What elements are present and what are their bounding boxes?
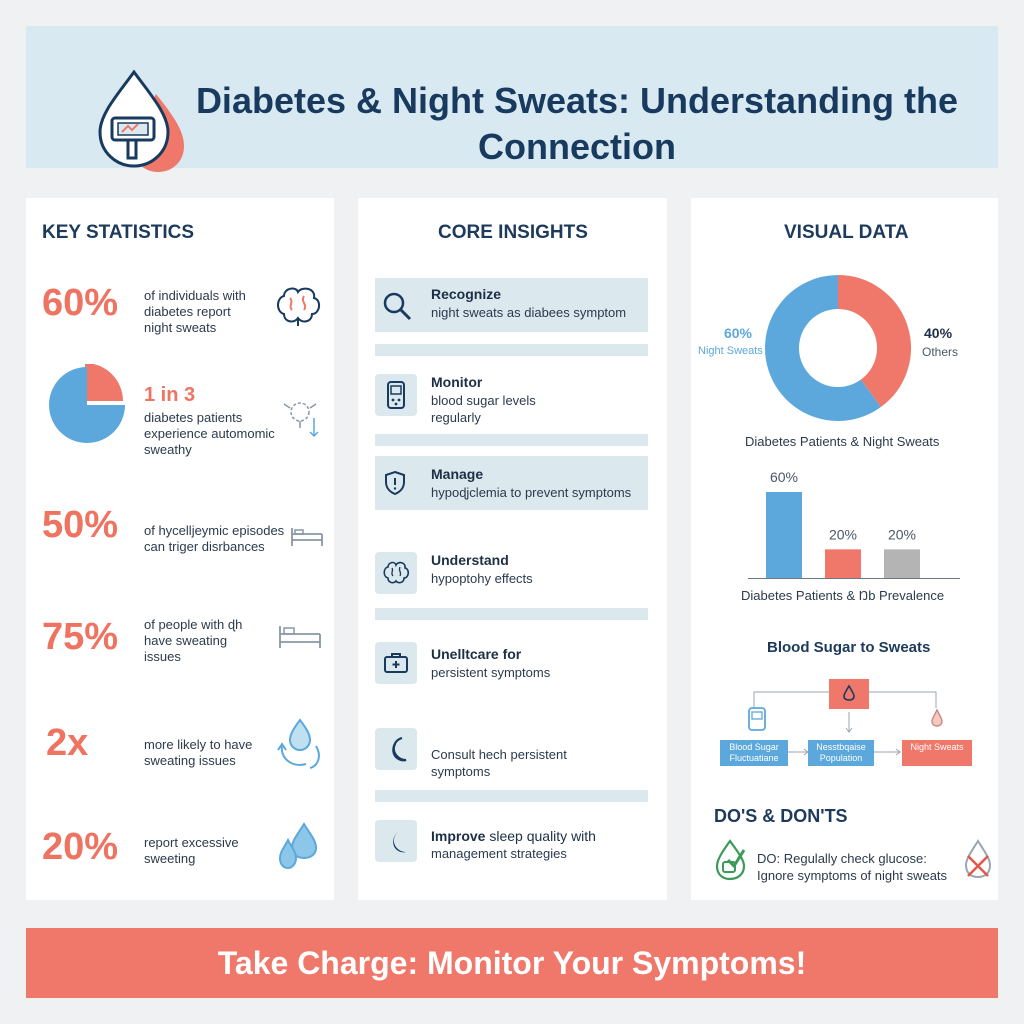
moon-icon xyxy=(392,737,407,762)
flow-box: Nesstbqaise Population xyxy=(808,740,874,766)
brain-icon xyxy=(277,287,320,326)
stat-value: 20% xyxy=(42,826,119,868)
donut-slice xyxy=(837,275,911,408)
cross-drop-icon xyxy=(964,839,992,879)
bar xyxy=(766,492,802,578)
icon-tile xyxy=(375,552,417,594)
drop-icon xyxy=(843,684,855,701)
glucose-meter-icon xyxy=(748,707,766,731)
bed-icon xyxy=(291,528,323,546)
stat-text: diabetes patients experience automomic swe… xyxy=(144,410,275,457)
stat-value: 2x xyxy=(46,722,89,764)
bar xyxy=(825,549,861,578)
stat-value: 75% xyxy=(42,616,119,658)
icon-tile xyxy=(375,728,417,770)
page-title: Diabetes & Night Sweats: Understanding t… xyxy=(195,80,959,167)
stat-text: report excessive sweeting xyxy=(144,835,239,866)
insight-body: Consult hech persistent symptoms xyxy=(431,747,567,779)
brain-icon xyxy=(383,561,410,584)
nerve-icon xyxy=(283,402,319,438)
insight-heading: Improve sleep quality with xyxy=(431,828,596,844)
flow-drop-box xyxy=(829,679,869,709)
key-statistics-title: KEY STATISTICS xyxy=(42,222,195,243)
flow-title: Blood Sugar to Sweats xyxy=(767,639,931,656)
insight-heading: Unelltcare for xyxy=(431,646,522,662)
bar xyxy=(884,549,920,578)
divider xyxy=(375,790,648,802)
glucose-meter-icon xyxy=(387,381,405,409)
bed-icon xyxy=(279,626,321,648)
donut-left-label: Night Sweats xyxy=(698,345,763,357)
flow-box: Blood Sugar Fluctuatiane xyxy=(720,740,788,766)
donut-slice xyxy=(765,275,881,421)
stat-text: of people with ɖh have sweating issues xyxy=(144,617,243,664)
medical-kit-icon xyxy=(384,653,408,673)
spacer xyxy=(375,522,648,532)
bar-value-label: 60% xyxy=(770,469,798,485)
water-drops-icon xyxy=(278,822,318,870)
visual-data-title: VISUAL DATA xyxy=(784,222,909,243)
spacer xyxy=(375,704,648,718)
bar-value-label: 20% xyxy=(888,526,916,542)
insight-body: hypoptohy effects xyxy=(431,571,533,586)
divider xyxy=(375,344,648,356)
insight-heading: Manage xyxy=(431,466,484,482)
insight-heading: Recognize xyxy=(431,286,502,302)
flow-box: Night Sweats xyxy=(902,740,972,766)
donut-caption: Diabetes Patients & Night Sweats xyxy=(745,434,940,449)
drop-icon xyxy=(931,708,943,727)
donut-right-label: Others xyxy=(922,345,959,359)
stat-value: 50% xyxy=(42,504,119,546)
donut-right-pct: 40% xyxy=(924,325,953,341)
stat-text: of individuals with diabetes report night … xyxy=(144,288,246,335)
water-cycle-icon xyxy=(277,718,320,769)
insight-heading: Monitor xyxy=(431,374,483,390)
stat-text: of hycelljeymic episodes can triger disrb… xyxy=(144,523,285,554)
stat-value: 60% xyxy=(42,282,119,324)
insight-body: blood sugar levels regularly xyxy=(431,393,536,425)
bar-chart-caption: Diabetes Patients & Ŋb Prevalence xyxy=(741,588,945,603)
key-statistics-panel xyxy=(26,198,334,900)
mini-pie-chart xyxy=(49,364,125,443)
dos-donts-text: DO: Regulally check glucose: Ignore symp… xyxy=(757,851,948,883)
moon-icon xyxy=(393,830,406,853)
icon-tile xyxy=(375,820,417,862)
insight-body: night sweats as diabees symptom xyxy=(431,305,627,320)
bar-chart: 60% 20% 20% xyxy=(748,469,960,579)
check-drop-icon xyxy=(715,839,746,881)
insight-body: hypoɖjclemia to prevent symptoms xyxy=(431,485,632,500)
stat-value: 1 in 3 xyxy=(144,384,196,406)
insight-card xyxy=(375,456,648,510)
core-insights-title: CORE INSIGHTS xyxy=(438,222,588,243)
divider xyxy=(375,608,648,620)
donut-left-legend: 60% xyxy=(723,325,753,341)
shield-icon xyxy=(385,470,405,496)
insight-body: persistent symptoms xyxy=(431,665,551,680)
search-icon xyxy=(383,292,412,321)
blood-drop-meter-icon xyxy=(98,70,184,172)
insight-heading: Understand xyxy=(431,552,509,568)
call-to-action-text: Take Charge: Monitor Your Symptoms! xyxy=(217,944,807,981)
dos-donts-title: DO'S & DON'TS xyxy=(714,806,848,826)
header-banner: Diabetes & Night Sweats: Understanding t… xyxy=(26,26,998,172)
insight-body: management strategies xyxy=(431,846,567,861)
visual-data-panel xyxy=(691,198,998,900)
donut-chart xyxy=(765,275,911,421)
call-to-action-banner: Take Charge: Monitor Your Symptoms! xyxy=(26,928,998,998)
stat-text: more likely to have sweating issues xyxy=(144,737,253,768)
bar-value-label: 20% xyxy=(829,526,857,542)
insight-card xyxy=(375,278,648,332)
divider xyxy=(375,434,648,446)
